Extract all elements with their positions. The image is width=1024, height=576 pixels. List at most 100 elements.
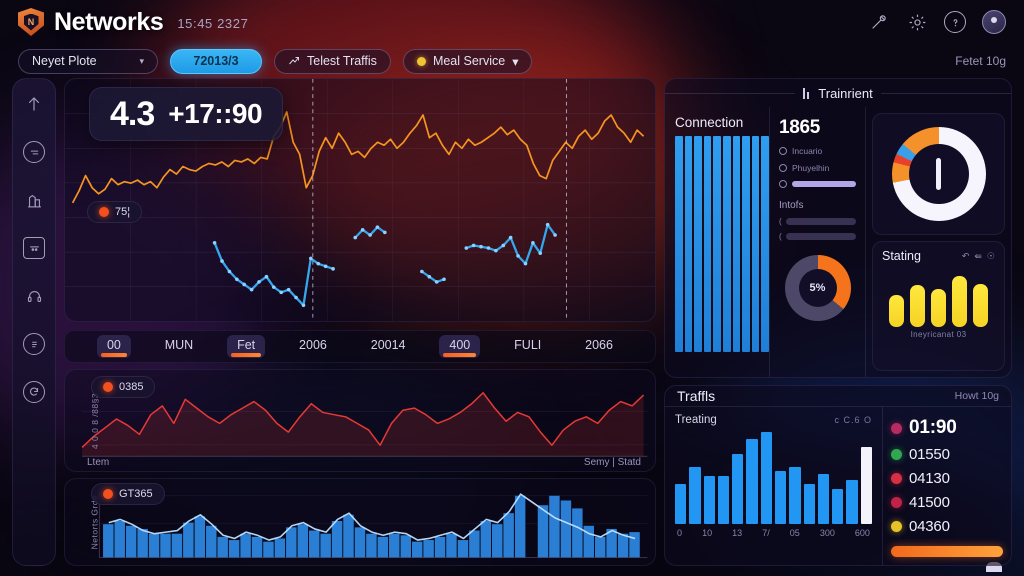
xaxis-tick[interactable]: Fet	[227, 335, 266, 359]
legend-value: 04360	[909, 518, 950, 535]
mid-area-chart[interactable]: 4 0 0 8 /88§3 0385 Ltem Semy | Statd	[64, 368, 656, 473]
building-icon[interactable]	[23, 189, 45, 211]
trainrient-card: Trainrient Connection 1865 Incuario	[664, 78, 1012, 378]
metric-chip-label: 72013/3	[193, 54, 239, 68]
view-select[interactable]: Neyet Plote ▾	[18, 48, 158, 74]
slider-track[interactable]	[785, 233, 856, 240]
trend-up-icon	[289, 57, 299, 65]
slider-row[interactable]: (	[779, 232, 856, 241]
xaxis-tick[interactable]: 00	[96, 335, 131, 359]
arrow-up-icon[interactable]	[23, 93, 45, 115]
help-circle-icon[interactable]	[944, 11, 966, 33]
mid-chart-badge: 0385	[91, 375, 156, 398]
connection-bar	[703, 136, 712, 352]
main-chart-xaxis[interactable]: 00 MUN Fet 2006 20014 400 FULI 2066	[64, 330, 656, 363]
gauge-stating-column: Stating ↶ ⇚ ☉ Ineyricanat 03	[865, 107, 1011, 377]
traffis-bar	[803, 483, 815, 524]
legend-item[interactable]: 01550	[891, 446, 1003, 463]
traffic-button[interactable]: Telest Traffis	[274, 48, 391, 74]
document-icon[interactable]	[23, 333, 45, 355]
traffis-bar	[746, 439, 758, 524]
connection-bar	[751, 136, 760, 352]
main-chart-badge-label: 75¦	[115, 206, 131, 218]
app-logo-icon: N	[18, 8, 44, 36]
gauge-needle-icon	[936, 158, 941, 190]
bullet-icon	[779, 164, 787, 172]
legend-dot-icon	[891, 521, 902, 532]
traffis-xtick: 10	[702, 528, 713, 538]
connection-bar	[742, 136, 750, 352]
refresh-icon[interactable]	[23, 381, 45, 403]
connection-bar	[761, 136, 769, 352]
metric-chip[interactable]: 72013/3	[170, 48, 262, 74]
metric-label: Incuario	[792, 146, 823, 156]
legend-item[interactable]: 04130	[891, 470, 1003, 487]
undo-icon[interactable]: ↶	[961, 250, 970, 261]
traffis-bar	[675, 483, 687, 524]
low-bar-chart[interactable]: Netorts Grde GT365	[64, 478, 656, 566]
slider-row[interactable]: (	[779, 217, 856, 226]
traffis-bars	[675, 432, 872, 524]
stating-bar	[952, 275, 967, 327]
slider-label: (	[779, 217, 782, 226]
traffis-bar	[760, 432, 772, 524]
header-subtitle: 15:45 2327	[177, 16, 249, 31]
connection-metrics: 1865 Incuario Phuyelhin	[769, 107, 865, 377]
traffis-title: Traffls	[677, 388, 716, 404]
stating-title: Stating	[882, 249, 921, 263]
xaxis-tick[interactable]: 400	[439, 335, 481, 359]
legend-dot-icon	[891, 473, 902, 484]
view-select-label: Neyet Plote	[32, 54, 97, 68]
gear-icon[interactable]	[906, 11, 928, 33]
traffis-bar	[832, 489, 844, 524]
connection-section[interactable]: Connection	[665, 107, 769, 377]
xaxis-tick[interactable]: 2006	[299, 338, 327, 353]
traffis-xtick: 600	[854, 528, 870, 538]
traffis-card: Traffls Howt 10g Treating c C.6 O 0 10 13 7…	[664, 385, 1012, 566]
main-chart-badge: 75¦	[87, 201, 143, 223]
traffis-bar	[689, 466, 701, 524]
gauge-card[interactable]	[872, 113, 1005, 235]
slider-label: (	[779, 232, 782, 241]
chevron-down-icon: ▾	[139, 55, 144, 66]
xaxis-tick[interactable]: 20014	[370, 338, 406, 353]
legend-value: 01:90	[909, 417, 957, 438]
gauge-donut-chart	[891, 127, 986, 221]
trainrient-title: Trainrient	[818, 85, 873, 101]
traffis-bar	[846, 479, 858, 524]
legend-progress-bar[interactable]	[891, 546, 1003, 557]
traffis-sub-header: Treating c C.6 O	[675, 414, 872, 426]
bulb-icon[interactable]: ☉	[986, 250, 995, 261]
service-select[interactable]: Meal Service ▾	[402, 48, 533, 74]
legend-item[interactable]: 04360	[891, 518, 1003, 535]
message-circle-icon[interactable]	[23, 141, 45, 163]
stating-card[interactable]: Stating ↶ ⇚ ☉ Ineyricanat 03	[872, 241, 1005, 371]
user-avatar-icon[interactable]	[982, 10, 1006, 572]
stating-header: Stating ↶ ⇚ ☉	[882, 249, 995, 263]
toolbar: Neyet Plote ▾ 72013/3 Telest Traffis Mea…	[0, 44, 1024, 78]
headset-icon[interactable]	[23, 285, 45, 307]
traffis-chart-section[interactable]: Treating c C.6 O 0 10 13 7/05 300 600	[665, 407, 883, 565]
traffis-legend: 01:90 01550 04130 41500 04360	[883, 407, 1011, 565]
traffis-bar	[703, 476, 715, 524]
xaxis-tick[interactable]: 2066	[585, 338, 613, 353]
mid-chart-right-label: Semy | Statd	[583, 457, 641, 469]
slider-track[interactable]	[785, 218, 856, 225]
small-donut-chart[interactable]: 5%	[784, 255, 851, 321]
trend-wrench-icon[interactable]	[868, 11, 890, 33]
xaxis-tick[interactable]: MUN	[164, 338, 194, 353]
stating-bar	[973, 284, 988, 327]
connection-bar	[675, 136, 683, 352]
legend-item[interactable]: 41500	[891, 494, 1003, 511]
briefcase-icon[interactable]	[23, 237, 45, 259]
stating-icons[interactable]: ↶ ⇚ ☉	[962, 251, 995, 262]
metric-row: Incuario	[779, 146, 856, 156]
main-line-chart[interactable]: 4.3 +17::90 75¦	[64, 78, 656, 323]
share-icon[interactable]: ⇚	[974, 250, 982, 261]
mid-chart-left-label: Ltem	[87, 457, 110, 469]
xaxis-tick[interactable]: FULI	[514, 338, 542, 353]
stating-bars	[882, 269, 995, 327]
legend-item[interactable]: 01:90	[891, 417, 1003, 439]
series-dot-icon	[103, 381, 113, 392]
